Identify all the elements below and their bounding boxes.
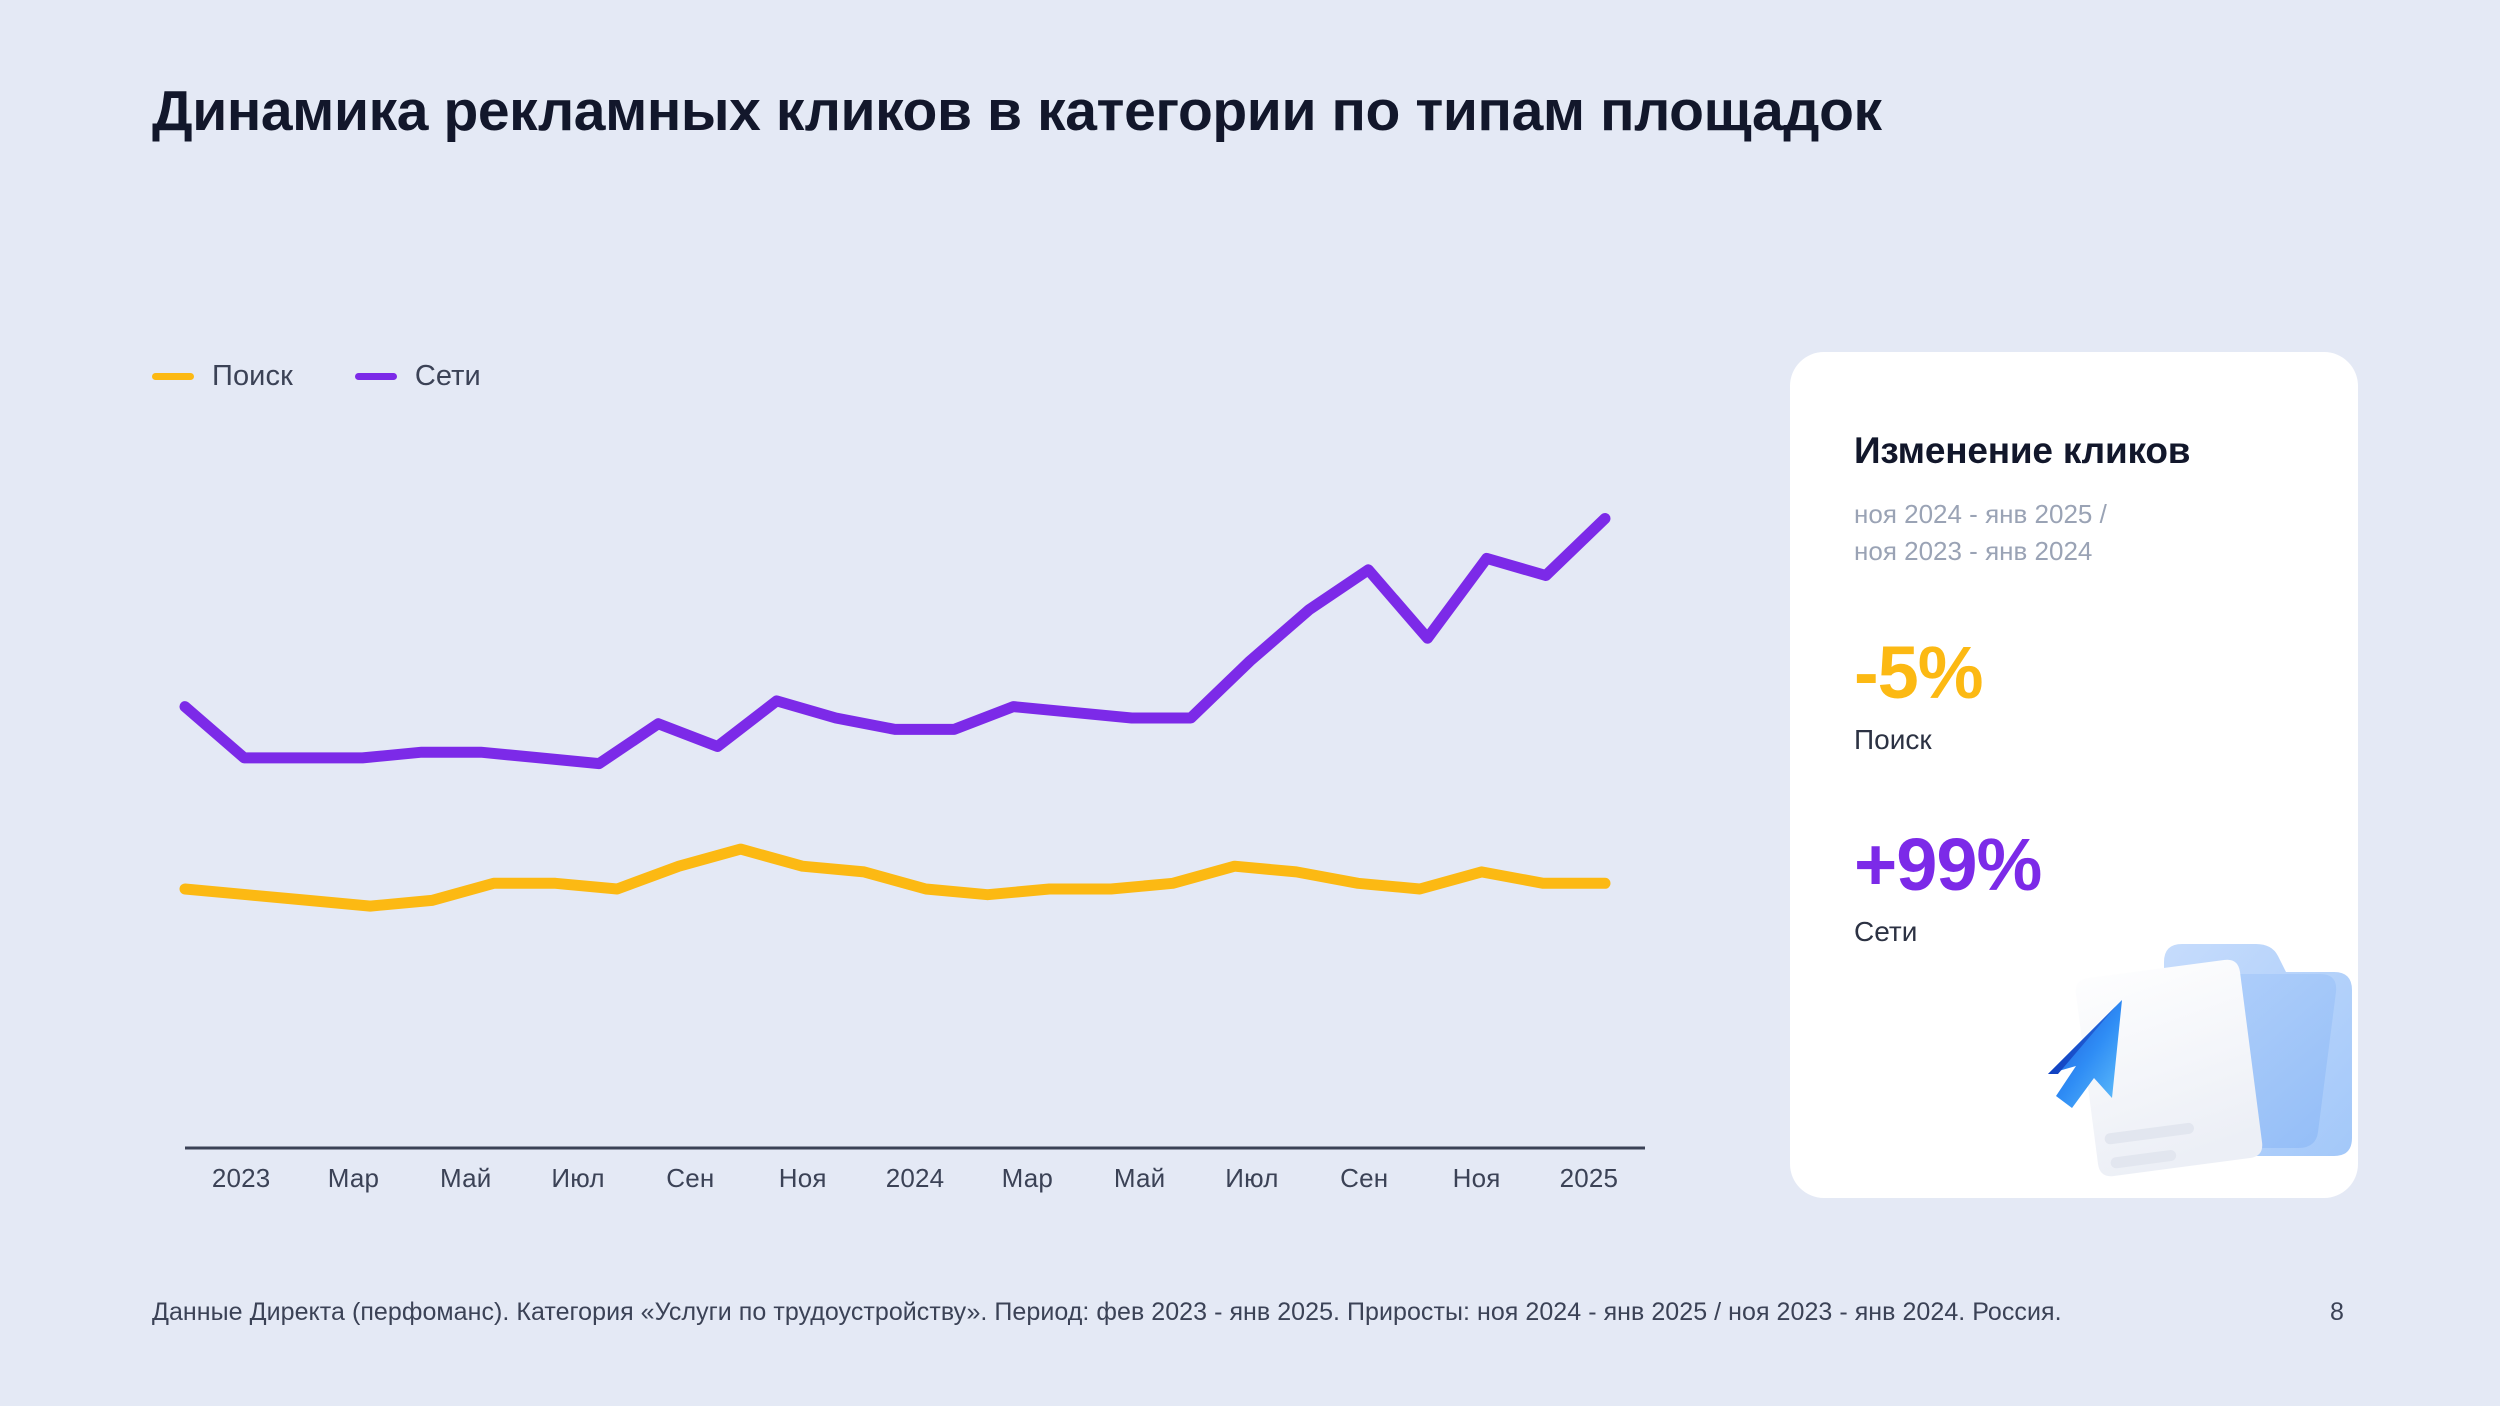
kpi-stat-label: Сети [1854,915,1918,947]
x-axis-tick: 2024 [885,1163,945,1193]
kpi-card: Изменение кликов ноя 2024 - янв 2025 / н… [1790,352,2358,1198]
chart-legend: Поиск Сети [152,360,481,393]
series-line-search [179,843,1611,912]
x-axis-tick-labels: 2023 Мар Май Июл Сен Ноя 2024 Мар Май Июл Сен Ноя 20… [185,1163,1645,1194]
kpi-period-line-1: ноя 2024 - янв 2025 / [1854,499,2107,529]
kpi-period-line-2: ноя 2023 - янв 2024 [1854,535,2093,566]
x-axis-tick: Мар [1001,1163,1054,1193]
page-number: 8 [2330,1298,2344,1326]
kpi-stat-value: -5% [1854,630,1984,714]
kpi-card-period: ноя 2024 - янв 2025 / ноя 2023 - янв 202… [1854,496,2358,570]
line-swatch-icon [354,373,397,380]
line-swatch-icon [152,373,194,380]
x-axis-tick: Июл [551,1163,605,1193]
page-title: Динамика рекламных кликов в категории по… [152,79,1882,143]
x-axis-tick: 2023 [211,1163,271,1193]
x-axis-tick: 2025 [1559,1163,1619,1193]
kpi-stat-search: -5% Поиск [1854,630,2358,756]
chart-canvas [179,513,1645,1150]
kpi-stat-label: Поиск [1854,723,1932,755]
x-axis-tick: Июл [1225,1163,1279,1193]
legend-item-networks[interactable]: Сети [354,360,481,393]
kpi-card-title: Изменение кликов [1854,430,2191,471]
legend-item-label: Поиск [212,360,293,392]
x-axis-tick: Май [1113,1163,1166,1193]
x-axis-tick: Сен [666,1163,715,1193]
kpi-stat-networks: +99% Сети [1854,822,2358,948]
line-chart: 2023 Мар Май Июл Сен Ноя 2024 Мар Май Июл Сен Ноя 20… [179,513,1645,1194]
legend-item-label: Сети [414,360,481,392]
series-line-networks [179,513,1611,770]
x-axis-tick: Сен [1340,1163,1389,1193]
x-axis-tick: Мар [327,1163,380,1193]
footnote: Данные Директа (перфоманс). Категория «У… [152,1298,2062,1326]
legend-item-search[interactable]: Поиск [152,360,293,393]
kpi-stat-value: +99% [1854,822,2042,906]
x-axis-tick: Ноя [1452,1163,1501,1193]
x-axis-tick: Май [440,1163,492,1193]
x-axis-tick: Ноя [778,1163,827,1193]
